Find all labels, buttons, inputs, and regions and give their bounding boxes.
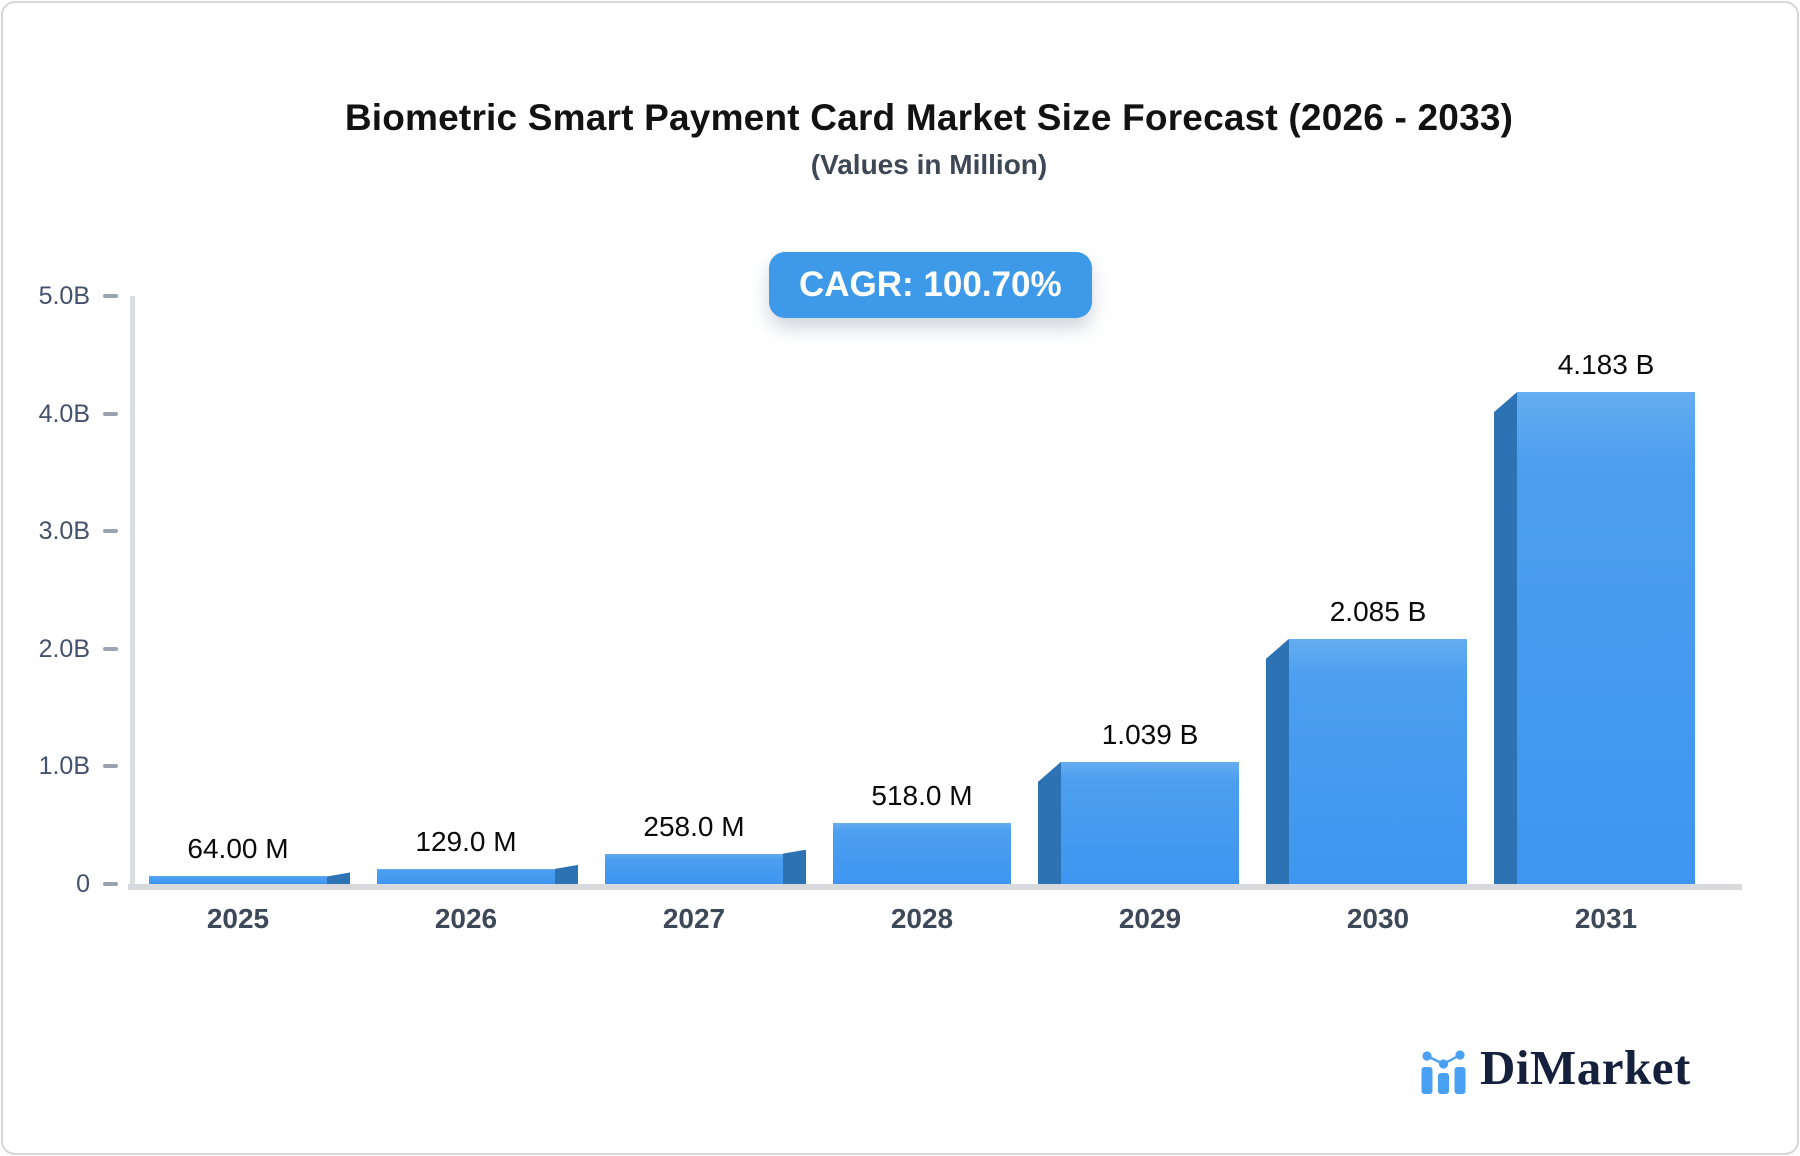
x-axis-label-2026: 2026 — [434, 903, 498, 934]
x-axis-label-2030: 2030 — [1346, 903, 1410, 934]
bar-3d-side — [1494, 392, 1517, 884]
brand-logo: DiMarket — [1420, 1042, 1691, 1094]
x-axis-baseline — [128, 884, 1742, 890]
bar-2029 — [1061, 761, 1239, 884]
x-axis-label-2028: 2028 — [890, 903, 954, 934]
bar-3d-side — [1266, 638, 1289, 884]
y-tick-label: 2.0B — [38, 634, 90, 663]
y-tick-label: 4.0B — [38, 399, 90, 428]
bar-value-label: 1.039 B — [1101, 718, 1199, 750]
bar-value-label: 129.0 M — [415, 825, 517, 857]
y-tick-mark — [103, 882, 118, 886]
y-tick-mark — [103, 294, 118, 298]
bar-2025 — [149, 876, 327, 884]
cagr-badge: CAGR: 100.70% — [769, 252, 1092, 318]
bar-2026 — [377, 868, 555, 884]
x-axis-label-2025: 2025 — [206, 903, 270, 934]
brand-logo-text: DiMarket — [1480, 1040, 1691, 1095]
chart-title: Biometric Smart Payment Card Market Size… — [344, 97, 1514, 138]
bar-2027 — [605, 853, 783, 884]
y-tick-label: 3.0B — [38, 517, 90, 546]
bar-2030 — [1289, 638, 1467, 884]
x-axis-label-2031: 2031 — [1574, 903, 1638, 934]
x-axis-label-2027: 2027 — [662, 903, 726, 934]
bar-3d-side — [1038, 761, 1061, 884]
chart-subtitle: (Values in Million) — [810, 149, 1048, 180]
bar-value-label: 2.085 B — [1329, 595, 1427, 627]
y-tick-label: 5.0B — [38, 282, 90, 310]
x-axis-label-2029: 2029 — [1118, 903, 1182, 934]
y-axis-line — [130, 296, 135, 884]
y-tick-mark — [103, 646, 118, 651]
bar-3d-side — [327, 872, 350, 884]
bar-3d-side — [555, 864, 578, 884]
y-tick-mark — [103, 764, 118, 769]
bar-2028 — [833, 823, 1011, 884]
y-tick-label: 1.0B — [38, 752, 90, 781]
y-tick-mark — [103, 411, 118, 416]
y-tick-label: 0 — [76, 870, 90, 898]
bar-chart-logo-icon — [1421, 1050, 1466, 1094]
bar-3d-side — [783, 849, 806, 884]
bar-value-label: 258.0 M — [643, 810, 745, 842]
bar-value-label: 64.00 M — [187, 833, 289, 865]
y-tick-mark — [103, 529, 118, 534]
bar-value-label: 518.0 M — [871, 780, 973, 812]
bar-2031 — [1517, 392, 1695, 884]
bar-value-label: 4.183 B — [1557, 349, 1655, 381]
